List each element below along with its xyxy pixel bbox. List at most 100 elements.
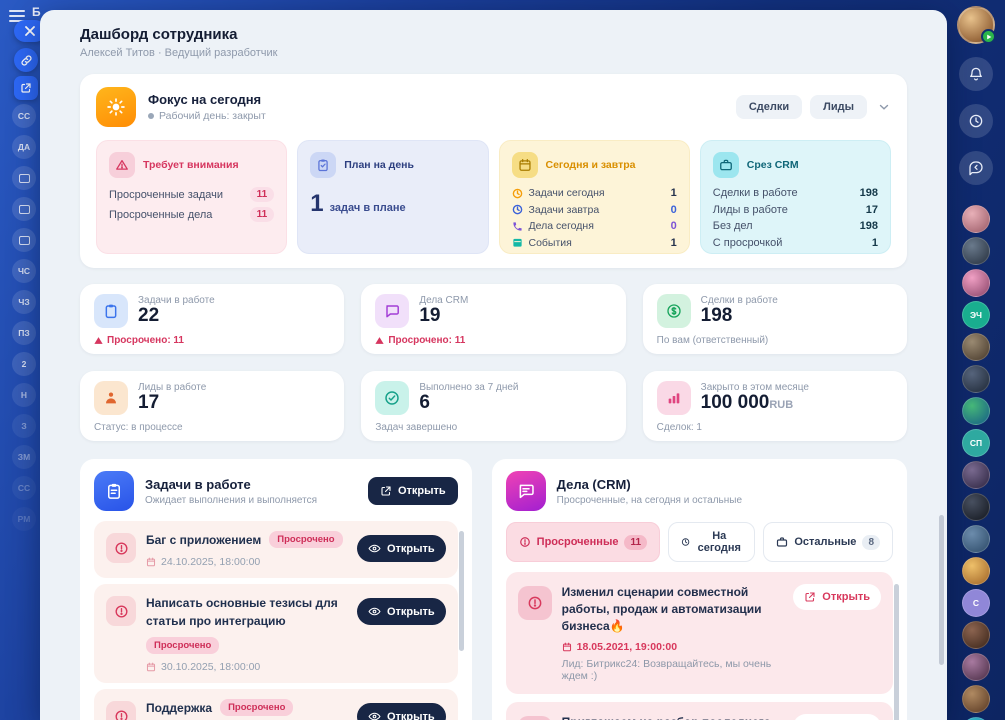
sidebar-chat-item[interactable] xyxy=(12,228,36,252)
avatar[interactable] xyxy=(962,333,990,361)
stat-card-completed[interactable]: Выполнено за 7 дней 6 Задач завершено xyxy=(361,371,626,441)
sidebar-chat-item[interactable]: Н xyxy=(12,383,36,407)
crm-row-value: 198 xyxy=(859,187,878,199)
avatar[interactable] xyxy=(962,365,990,393)
sidebar-chat-item[interactable] xyxy=(12,166,36,190)
stat-card-tasks[interactable]: Задачи в работе 22 Просрочено: 11 xyxy=(80,284,345,354)
crm-activity-item[interactable]: Изменил сценарии совместной работы, прод… xyxy=(505,572,893,695)
sidebar-chat-item[interactable]: ПЗ xyxy=(12,321,36,345)
eye-icon xyxy=(368,544,381,553)
workday-status-dot xyxy=(148,113,154,119)
eye-icon xyxy=(368,607,381,616)
avatar[interactable] xyxy=(962,397,990,425)
user-avatar[interactable] xyxy=(957,6,996,44)
task-date: 30.10.2025, 18:00:00 xyxy=(161,661,261,673)
avatar[interactable] xyxy=(962,525,990,553)
sidebar-chat-item[interactable]: ДА xyxy=(12,135,36,159)
sidebar-chat-item[interactable]: ЧС xyxy=(12,259,36,283)
avatar-initials[interactable]: СП xyxy=(962,429,990,457)
external-link-icon xyxy=(21,83,31,93)
crm-slice-title: Срез CRM xyxy=(746,159,799,171)
stat-card-closed-month[interactable]: Закрыто в этом месяце 100 000RUB Сделок: … xyxy=(642,371,907,441)
stat-card-leads[interactable]: Лиды в работе 17 Статус: в процессе xyxy=(80,371,345,441)
sidebar-chat-item[interactable]: ЧЗ xyxy=(12,290,36,314)
stat-card-crm-activities[interactable]: Дела CRM 19 Просрочено: 11 xyxy=(361,284,626,354)
task-title: Баг с приложением xyxy=(146,533,262,547)
avatar[interactable] xyxy=(962,621,990,649)
tab-others[interactable]: Остальные 8 xyxy=(763,522,893,562)
today-row-value: 1 xyxy=(670,187,677,199)
avatar-initials[interactable]: ЭЧ xyxy=(962,301,990,329)
avatar[interactable] xyxy=(962,653,990,681)
today-row-label: Задачи завтра xyxy=(528,203,600,216)
sidebar-chat-item[interactable]: З xyxy=(12,414,36,438)
today-tomorrow-card: Сегодня и завтра Задачи сегодня 1 Задачи … xyxy=(498,140,690,254)
stat-footer: Статус: в процессе xyxy=(94,422,183,433)
alarm-icon xyxy=(106,533,136,563)
crm-activity-title: Приглашаем на разбор последнего обновлен… xyxy=(562,714,784,720)
overdue-badge: Просрочено xyxy=(146,637,220,654)
eye-icon xyxy=(368,712,381,720)
stat-label: Лиды в работе xyxy=(138,382,207,394)
avatar[interactable] xyxy=(962,237,990,265)
crm-activity-item[interactable]: Приглашаем на разбор последнего обновлен… xyxy=(505,702,893,720)
close-icon xyxy=(25,26,35,36)
avatar[interactable] xyxy=(962,493,990,521)
crm-scrollbar[interactable] xyxy=(894,584,899,720)
open-activity-button[interactable]: Открыть xyxy=(793,584,881,610)
notifications-button[interactable] xyxy=(959,57,993,91)
count-badge: 11 xyxy=(249,207,275,222)
sidebar-chat-item[interactable]: СС xyxy=(12,104,36,128)
briefcase-icon xyxy=(712,152,739,178)
calendar-icon xyxy=(146,662,156,672)
tasks-scrollbar[interactable] xyxy=(458,531,464,651)
tab-overdue[interactable]: Просроченные 11 xyxy=(505,522,661,562)
task-item[interactable]: Написать основные тезисы для статьи про … xyxy=(94,584,458,683)
page-subtitle: Алексей Титов · Ведущий разработчик xyxy=(80,47,278,59)
open-in-new-button[interactable] xyxy=(14,76,38,100)
avatar[interactable] xyxy=(962,461,990,489)
stat-value: 19 xyxy=(419,305,441,327)
chat-reply-icon xyxy=(969,161,983,176)
open-task-button[interactable]: Открыть xyxy=(356,535,446,562)
clipboard-icon xyxy=(310,152,337,178)
avatar[interactable] xyxy=(962,685,990,713)
panel-scrollbar[interactable] xyxy=(939,515,944,665)
avatar-initials[interactable]: С xyxy=(962,589,990,617)
stat-footer: Просрочено: 11 xyxy=(107,335,184,346)
leads-button[interactable]: Лиды xyxy=(810,95,867,119)
copy-link-button[interactable] xyxy=(14,48,38,72)
clipboard-icon xyxy=(94,471,134,511)
crm-activity-date: 18.05.2021, 19:00:00 xyxy=(576,641,678,654)
sidebar-chat-item[interactable]: СС xyxy=(12,476,36,500)
today-row-label: Дела сегодня xyxy=(528,220,594,232)
avatar[interactable] xyxy=(962,205,990,233)
crm-panel-subtitle: Просроченные, на сегодня и остальные xyxy=(556,494,743,506)
warning-triangle-icon xyxy=(109,152,135,178)
chevron-down-icon[interactable] xyxy=(877,100,891,114)
avatar[interactable] xyxy=(962,557,990,585)
task-item[interactable]: Баг с приложением Просрочено 24.10.2025, … xyxy=(94,521,458,578)
sidebar-chat-item[interactable]: РМ xyxy=(12,507,36,531)
history-button[interactable] xyxy=(959,104,993,138)
open-activity-button[interactable]: Открыть xyxy=(793,714,881,720)
deals-button[interactable]: Сделки xyxy=(735,95,803,119)
crm-activity-lead: Лид: Битрикс24: Возвращайтесь, мы очень … xyxy=(561,658,772,683)
messenger-button[interactable] xyxy=(959,151,993,185)
stat-card-deals[interactable]: Сделки в работе 198 По вам (ответственный… xyxy=(642,284,907,354)
tab-today[interactable]: На сегодня xyxy=(668,522,756,562)
sidebar-chat-item[interactable] xyxy=(12,197,36,221)
sidebar-chat-item[interactable]: 2 xyxy=(12,352,36,376)
hamburger-icon[interactable] xyxy=(9,7,25,25)
open-task-button[interactable]: Открыть xyxy=(356,703,446,720)
sidebar-chat-item[interactable]: ЗМ xyxy=(12,445,36,469)
close-button[interactable] xyxy=(14,20,46,42)
alert-triangle-icon xyxy=(375,337,384,344)
open-task-button[interactable]: Открыть xyxy=(356,598,446,625)
pencil-icon xyxy=(18,235,30,245)
open-tasks-button[interactable]: Открыть xyxy=(367,477,458,505)
avatar[interactable] xyxy=(962,269,990,297)
clock-icon xyxy=(681,538,690,546)
crm-activity-title: Изменил сценарии совместной работы, прод… xyxy=(561,585,762,633)
